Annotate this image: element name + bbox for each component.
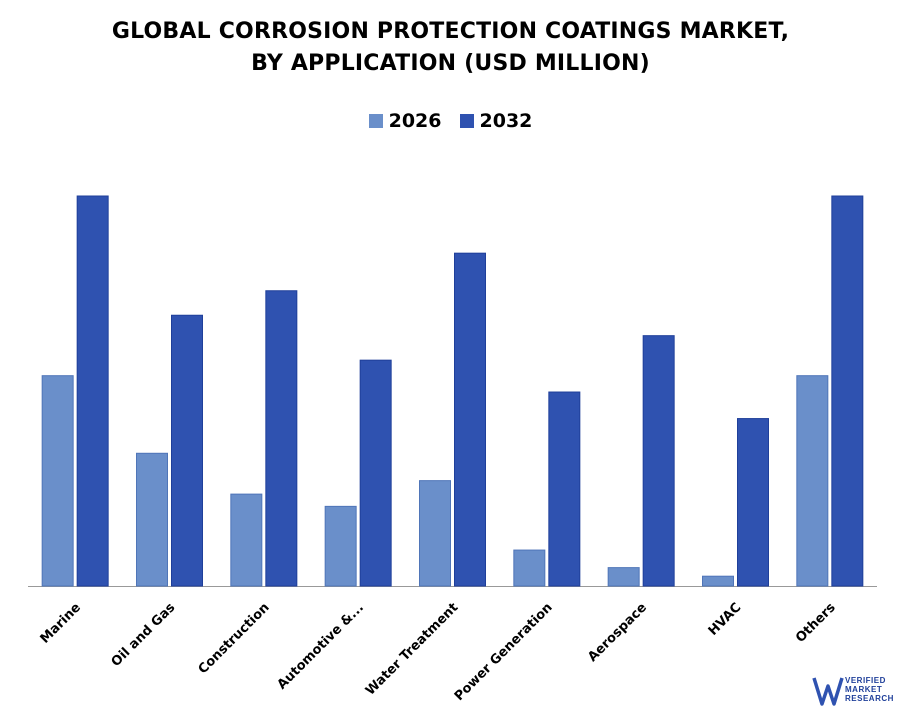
chart-legend: 2026 2032 bbox=[0, 110, 901, 132]
bar-2026-hvac bbox=[702, 575, 734, 587]
x-tick-label: HVAC bbox=[706, 600, 745, 639]
x-tick-label: Oil and Gas bbox=[109, 600, 179, 670]
bar-2032-marine bbox=[76, 195, 109, 587]
logo-line-2: MARKET bbox=[845, 685, 883, 694]
bar-2026-construction bbox=[230, 493, 263, 587]
bar-2032-power-generation bbox=[548, 391, 581, 587]
legend-item-2032: 2032 bbox=[459, 110, 533, 132]
bar-2026-automotive- bbox=[324, 505, 357, 587]
bar-2032-automotive- bbox=[359, 359, 392, 587]
vmr-logo-text: VERIFIED MARKET RESEARCH bbox=[845, 676, 894, 703]
x-tick-label: Aerospace bbox=[585, 600, 650, 665]
x-tick-label: Power Generation bbox=[452, 600, 556, 704]
x-tick-label: Marine bbox=[38, 600, 85, 647]
bar-2026-aerospace bbox=[607, 567, 640, 587]
bar-2026-others bbox=[796, 375, 829, 587]
chart-title-line-1: GLOBAL CORROSION PROTECTION COATINGS MAR… bbox=[111, 19, 790, 44]
x-tick-label: Others bbox=[793, 600, 839, 646]
legend-label-2026: 2026 bbox=[388, 110, 442, 132]
legend-item-2026: 2026 bbox=[368, 110, 442, 132]
bar-2032-oil-and-gas bbox=[171, 314, 203, 587]
vmr-logo-mark-icon bbox=[812, 677, 844, 706]
x-tick-label: Water Treatment bbox=[363, 600, 461, 698]
bar-2026-water-treatment bbox=[419, 480, 451, 587]
legend-label-2032: 2032 bbox=[479, 110, 533, 132]
logo-line-3: RESEARCH bbox=[845, 694, 894, 703]
chart-title-line-2: BY APPLICATION (USD MILLION) bbox=[251, 51, 650, 76]
bar-2032-hvac bbox=[737, 418, 769, 587]
x-tick-label: Construction bbox=[196, 600, 273, 677]
bar-2032-water-treatment bbox=[454, 252, 486, 587]
bar-2032-construction bbox=[265, 290, 298, 587]
bar-2026-oil-and-gas bbox=[136, 452, 168, 587]
legend-swatch-2026 bbox=[368, 114, 383, 128]
logo-line-1: VERIFIED bbox=[845, 676, 886, 685]
vmr-logo: VERIFIED MARKET RESEARCH bbox=[812, 670, 898, 714]
bar-2026-marine bbox=[41, 375, 74, 587]
bar-2026-power-generation bbox=[513, 549, 546, 587]
bar-2032-others bbox=[831, 195, 864, 587]
chart-title: GLOBAL CORROSION PROTECTION COATINGS MAR… bbox=[0, 16, 901, 80]
x-tick-label: Automotive &... bbox=[275, 600, 367, 692]
bar-2032-aerospace bbox=[642, 335, 675, 587]
legend-swatch-2032 bbox=[459, 114, 474, 128]
